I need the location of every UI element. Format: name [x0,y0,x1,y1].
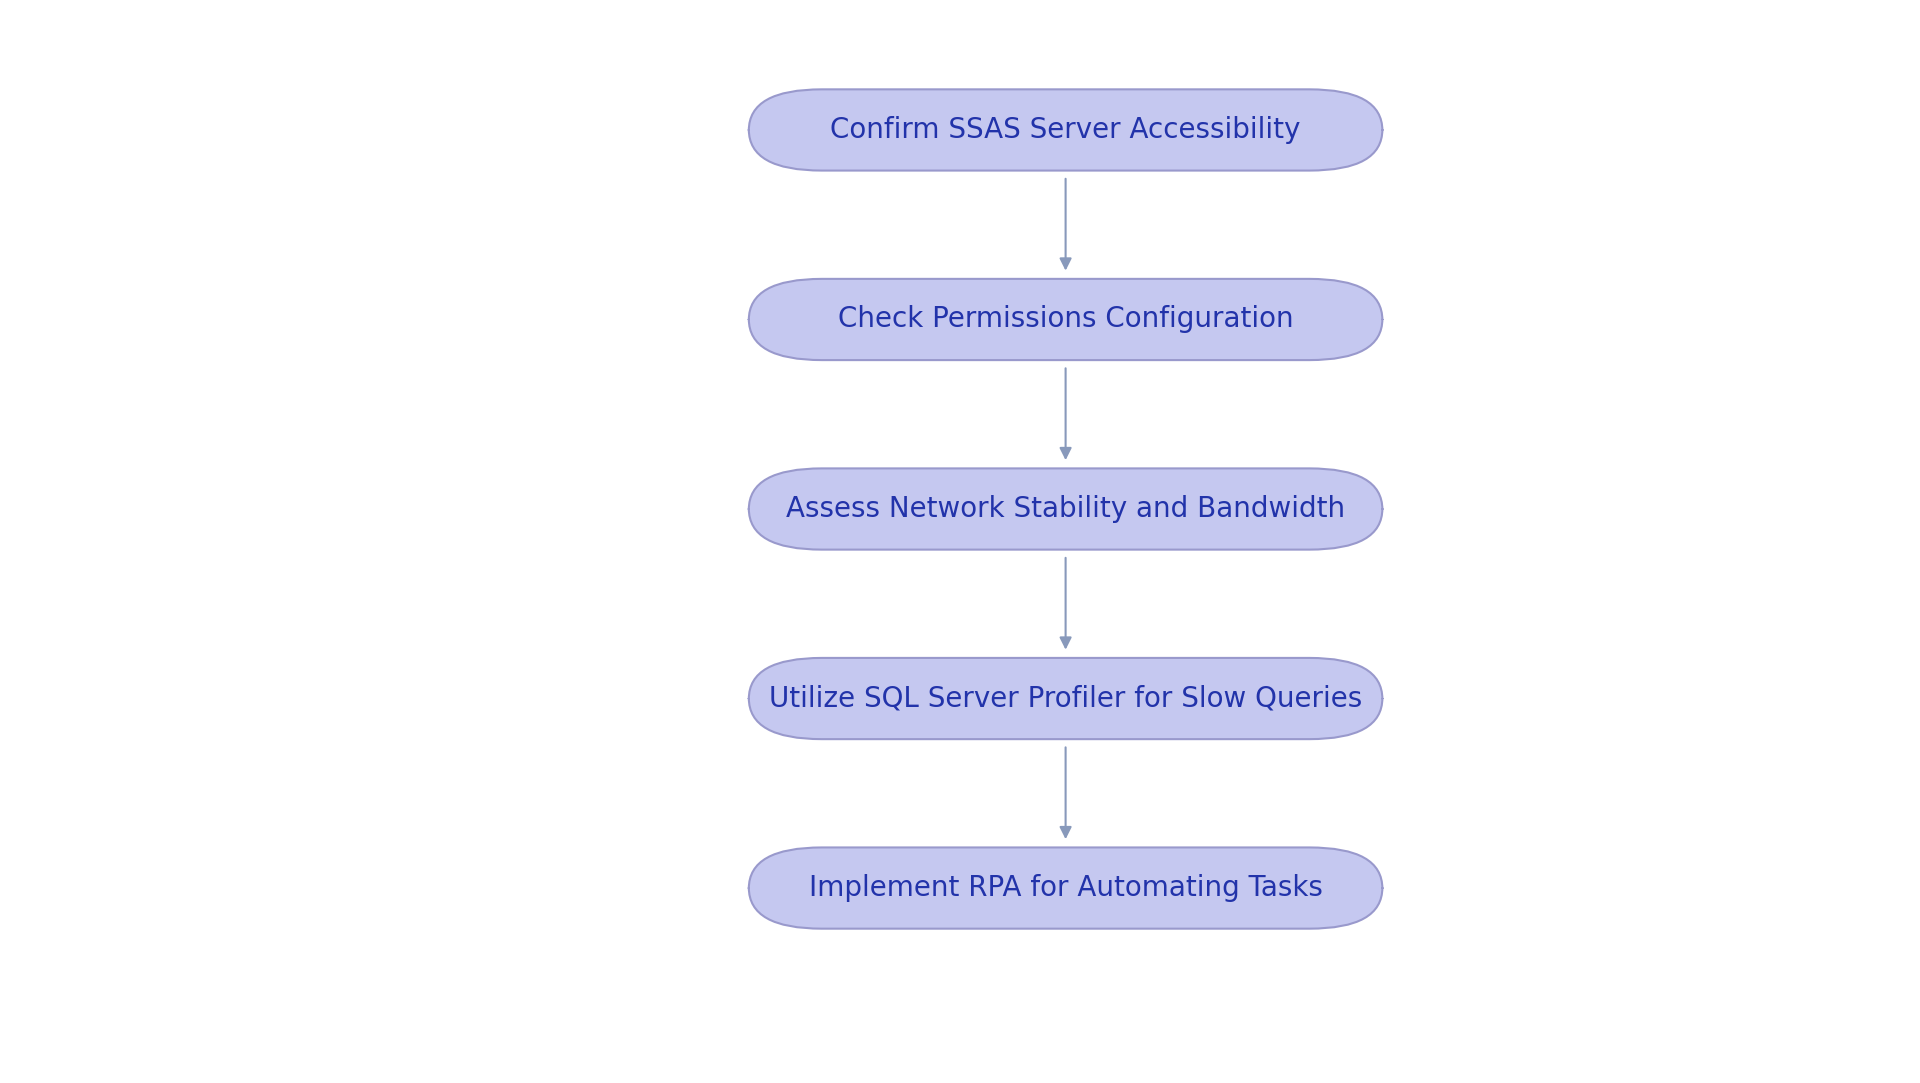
FancyBboxPatch shape [749,278,1382,360]
FancyBboxPatch shape [749,469,1382,549]
Text: Implement RPA for Automating Tasks: Implement RPA for Automating Tasks [808,874,1323,902]
Text: Check Permissions Configuration: Check Permissions Configuration [837,305,1294,334]
Text: Utilize SQL Server Profiler for Slow Queries: Utilize SQL Server Profiler for Slow Que… [770,684,1361,713]
FancyBboxPatch shape [749,90,1382,170]
Text: Assess Network Stability and Bandwidth: Assess Network Stability and Bandwidth [785,495,1346,523]
FancyBboxPatch shape [749,657,1382,739]
FancyBboxPatch shape [749,847,1382,928]
Text: Confirm SSAS Server Accessibility: Confirm SSAS Server Accessibility [831,116,1300,144]
